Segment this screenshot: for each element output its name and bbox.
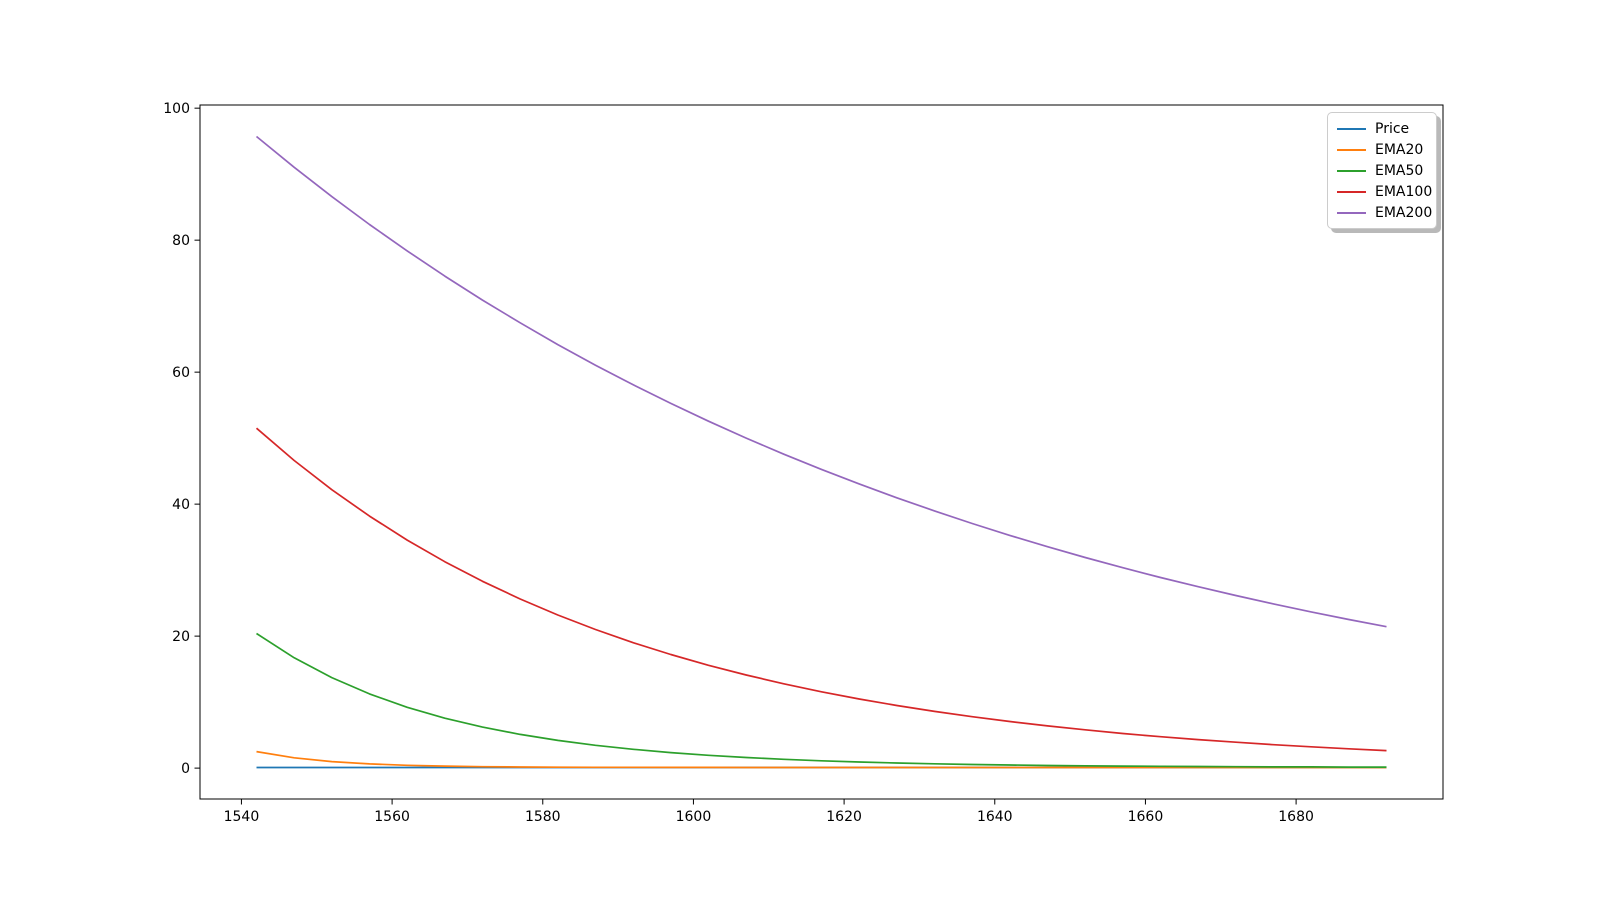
- legend-line-swatch: [1337, 127, 1366, 130]
- legend-line-swatch: [1337, 148, 1366, 151]
- x-tick-label: 1560: [374, 809, 410, 825]
- legend-label: Price: [1375, 120, 1410, 137]
- y-tick-label: 80: [172, 233, 190, 249]
- y-tick-label: 60: [172, 365, 190, 381]
- x-tick-label: 1580: [525, 809, 561, 825]
- legend-item-ema200: EMA200: [1337, 202, 1432, 223]
- x-tick-label: 1660: [1128, 809, 1164, 825]
- series-line-ema200: [255, 135, 1387, 628]
- legend-label: EMA20: [1375, 141, 1424, 158]
- legend-label: EMA100: [1375, 183, 1433, 200]
- legend: Price EMA20 EMA50 EMA100 EMA200: [1327, 112, 1437, 229]
- series-line-ema20: [256, 750, 1387, 769]
- y-tick-label: 40: [172, 497, 190, 513]
- y-tick-label: 100: [163, 101, 190, 117]
- legend-label: EMA200: [1375, 204, 1433, 221]
- legend-item-ema50: EMA50: [1337, 160, 1427, 181]
- y-tick-label: 20: [172, 629, 190, 645]
- y-tick-label: 0: [181, 761, 190, 777]
- legend-line-swatch: [1337, 190, 1366, 193]
- legend-item-price: Price: [1337, 118, 1427, 139]
- legend-item-ema20: EMA20: [1337, 139, 1427, 160]
- x-tick-label: 1600: [676, 809, 712, 825]
- x-tick-label: 1540: [224, 809, 260, 825]
- legend-label: EMA50: [1375, 162, 1424, 179]
- legend-line-swatch: [1337, 169, 1366, 172]
- x-tick-label: 1680: [1278, 809, 1314, 825]
- axes-frame: [199, 104, 1444, 800]
- x-tick-label: 1640: [977, 809, 1013, 825]
- legend-line-swatch: [1337, 211, 1366, 214]
- series-line-ema50: [256, 632, 1387, 768]
- legend-item-ema100: EMA100: [1337, 181, 1432, 202]
- x-tick-label: 1620: [826, 809, 862, 825]
- series-line-ema100: [255, 427, 1387, 752]
